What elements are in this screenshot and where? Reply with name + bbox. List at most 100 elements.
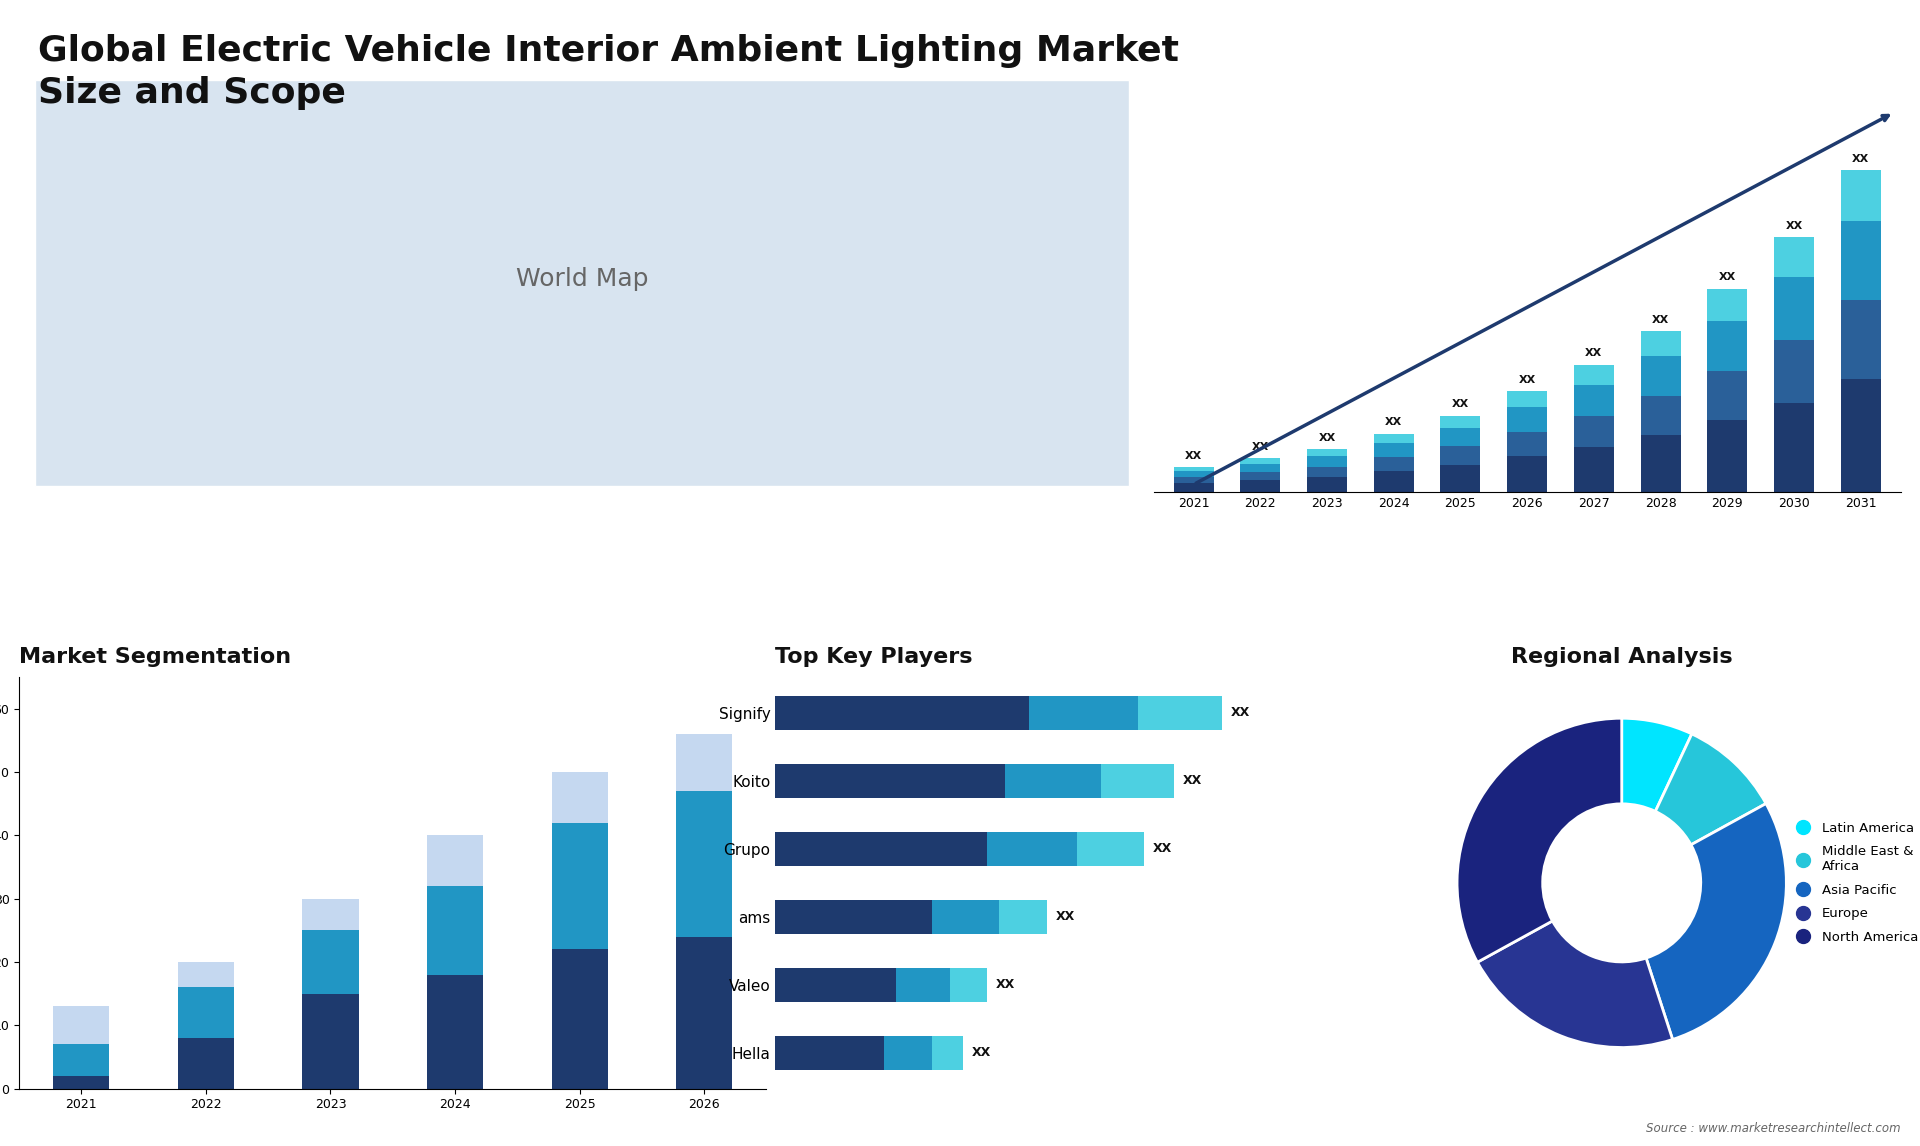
Bar [1373,434,1413,442]
Bar [1137,696,1221,730]
Text: XX: XX [1586,348,1603,358]
Text: XX: XX [972,1046,991,1060]
Bar [776,900,933,934]
Bar [1507,407,1548,432]
Bar [1173,477,1213,482]
Text: XX: XX [1252,442,1269,452]
Bar [1029,696,1137,730]
Bar [551,823,609,949]
Bar [1240,458,1281,464]
Bar [426,835,484,886]
Bar [54,1006,109,1044]
Bar [179,961,234,988]
Bar [1507,456,1548,492]
Bar [1440,416,1480,427]
Bar [1774,277,1814,340]
Bar [551,949,609,1089]
Bar [1774,340,1814,402]
Bar [933,1036,962,1070]
Bar [776,968,897,1002]
Bar [54,1076,109,1089]
Bar [1774,237,1814,277]
Text: XX: XX [1786,221,1803,230]
Text: XX: XX [1319,433,1336,444]
Bar [1102,764,1173,798]
Bar [1373,471,1413,492]
Text: XX: XX [996,979,1016,991]
Bar [883,1036,933,1070]
Bar [1077,832,1144,866]
Wedge shape [1645,803,1786,1039]
Bar [1004,764,1102,798]
Bar [1308,456,1348,466]
Bar [676,791,732,936]
Text: XX: XX [1452,400,1469,409]
Bar [1240,480,1281,492]
Bar [1308,449,1348,456]
Bar [933,900,998,934]
Text: Global Electric Vehicle Interior Ambient Lighting Market
Size and Scope: Global Electric Vehicle Interior Ambient… [38,34,1179,110]
Bar [1841,378,1882,492]
Text: XX: XX [1231,706,1250,720]
Bar [1707,289,1747,321]
Title: Regional Analysis: Regional Analysis [1511,647,1732,667]
Bar [1440,465,1480,492]
Bar [1240,464,1281,472]
Wedge shape [1476,921,1672,1047]
Bar [1640,435,1680,492]
Bar [426,886,484,975]
Bar [1373,457,1413,471]
Text: XX: XX [1519,375,1536,385]
Bar [1574,447,1615,492]
Bar [426,975,484,1089]
Bar [897,968,950,1002]
Text: XX: XX [1853,154,1870,164]
Bar [1440,427,1480,447]
Legend: Latin America, Middle East &
Africa, Asia Pacific, Europe, North America: Latin America, Middle East & Africa, Asi… [1786,816,1920,949]
Text: XX: XX [1056,910,1075,924]
Text: Market Segmentation: Market Segmentation [19,647,292,667]
Bar [1707,421,1747,492]
Bar [303,898,359,931]
Bar [1574,385,1615,416]
Bar [676,936,732,1089]
Text: XX: XX [1718,273,1736,282]
Bar [776,696,1029,730]
Wedge shape [1655,733,1766,845]
Bar [987,832,1077,866]
Text: Top Key Players: Top Key Players [776,647,973,667]
Bar [776,1036,883,1070]
Bar [1707,370,1747,421]
Text: XX: XX [1651,315,1668,324]
Bar [998,900,1046,934]
Bar [1173,482,1213,492]
Bar [1173,468,1213,471]
Bar [1841,221,1882,300]
Bar [776,832,987,866]
Bar [1841,171,1882,221]
Bar [1574,364,1615,385]
Wedge shape [1622,719,1692,811]
Text: XX: XX [1185,450,1202,461]
Bar [1240,472,1281,480]
Bar [1774,402,1814,492]
Bar [1640,331,1680,356]
Text: XX: XX [1183,775,1202,787]
Bar [1640,356,1680,395]
Bar [1308,477,1348,492]
Bar [1640,395,1680,435]
Wedge shape [1457,719,1622,963]
Bar [1373,442,1413,457]
Bar [1507,391,1548,407]
Text: World Map: World Map [516,267,649,291]
Text: XX: XX [1384,417,1402,427]
Legend: Type, Application, Geography: Type, Application, Geography [789,684,925,769]
Bar [551,772,609,823]
Bar [303,994,359,1089]
Bar [1440,447,1480,465]
Bar [776,764,1004,798]
Bar [303,931,359,994]
Bar [179,988,234,1038]
Text: Source : www.marketresearchintellect.com: Source : www.marketresearchintellect.com [1645,1122,1901,1135]
Bar [54,1044,109,1076]
